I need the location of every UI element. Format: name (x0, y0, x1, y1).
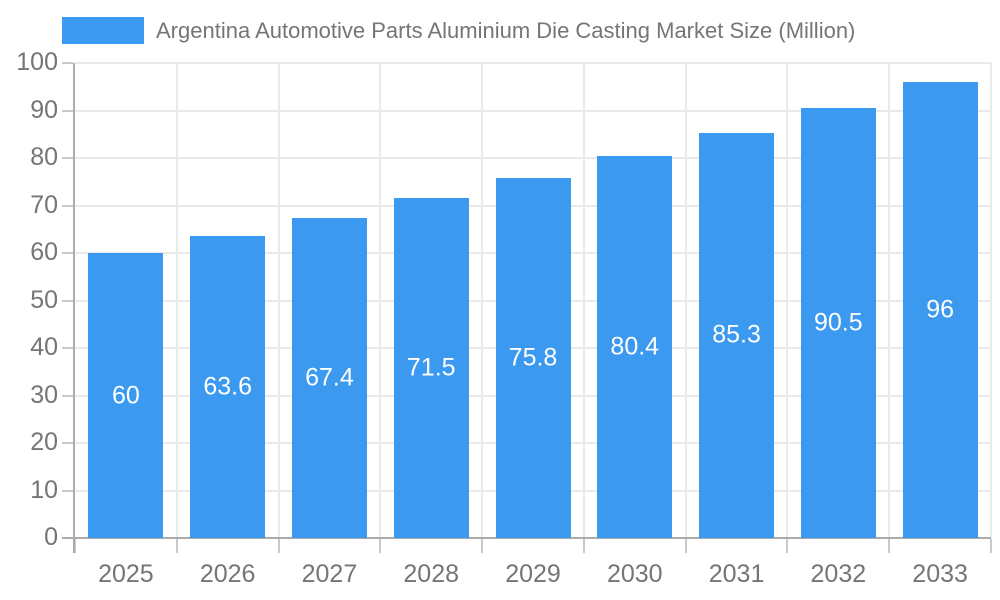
x-axis-tick (990, 539, 992, 553)
y-axis-tick (62, 204, 73, 207)
legend-swatch (62, 17, 144, 44)
chart-legend: Argentina Automotive Parts Aluminium Die… (62, 17, 855, 44)
bar-value-label: 85.3 (712, 320, 761, 349)
x-axis-tick (379, 539, 382, 553)
bar[interactable] (597, 156, 673, 538)
y-axis-label: 30 (30, 380, 58, 409)
v-gridline (786, 63, 789, 538)
y-axis-tick (62, 489, 73, 492)
y-axis-label: 0 (44, 522, 58, 551)
y-axis-tick (62, 252, 73, 254)
v-gridline (175, 63, 178, 538)
x-axis-tick (74, 539, 76, 553)
x-axis-label: 2031 (708, 560, 765, 588)
x-axis-line (62, 537, 991, 539)
v-gridline (379, 63, 382, 538)
h-gridline (75, 109, 991, 112)
x-axis-tick (582, 539, 585, 553)
bar-value-label: 75.8 (508, 343, 558, 372)
v-gridline (582, 63, 585, 538)
y-axis-tick (62, 347, 73, 349)
y-axis-label: 50 (30, 285, 58, 314)
y-axis-label: 100 (16, 47, 58, 76)
y-axis-label: 70 (30, 190, 58, 219)
y-axis-label: 80 (30, 142, 58, 171)
legend-label: Argentina Automotive Parts Aluminium Die… (156, 17, 856, 43)
x-axis-label: 2030 (606, 560, 663, 588)
bar-value-label: 63.6 (203, 372, 252, 401)
bar[interactable] (190, 235, 266, 538)
x-axis-label: 2027 (301, 560, 358, 588)
bar-value-label: 96 (926, 295, 955, 324)
bar[interactable] (699, 132, 775, 538)
y-axis-tick (62, 157, 73, 159)
y-axis-label: 60 (30, 237, 58, 266)
v-gridline (481, 63, 484, 538)
y-axis-line (73, 63, 75, 553)
legend-item[interactable]: Argentina Automotive Parts Aluminium Die… (62, 17, 855, 44)
bar-value-label: 67.4 (305, 363, 354, 392)
y-axis-tick (62, 109, 73, 112)
bar-value-label: 71.5 (406, 353, 456, 382)
bar[interactable] (88, 253, 164, 538)
y-axis-tick (62, 442, 73, 444)
bar[interactable] (800, 108, 876, 538)
x-axis-tick (888, 539, 891, 553)
x-axis-tick (684, 539, 687, 553)
bar[interactable] (291, 217, 367, 538)
bar-value-label: 90.5 (813, 308, 863, 337)
y-axis-label: 90 (30, 95, 58, 124)
v-gridline (888, 63, 891, 538)
y-axis-label: 40 (30, 332, 58, 361)
y-axis-label: 20 (30, 427, 58, 456)
bar[interactable] (902, 82, 978, 538)
v-gridline (684, 63, 687, 538)
x-axis-label: 2025 (98, 560, 154, 588)
bar-value-label: 80.4 (610, 332, 660, 361)
x-axis-label: 2029 (505, 560, 561, 588)
bar[interactable] (495, 177, 571, 538)
bar-value-label: 60 (111, 381, 140, 409)
bar[interactable] (393, 198, 469, 538)
x-axis-tick (481, 539, 484, 553)
v-gridline (990, 63, 992, 538)
x-axis-tick (175, 539, 178, 553)
x-axis-tick (277, 539, 280, 553)
y-axis-tick (62, 299, 73, 302)
x-axis-label: 2026 (199, 560, 256, 588)
y-axis-tick (62, 62, 73, 64)
x-axis-label: 2032 (810, 560, 867, 588)
x-axis-label: 2028 (403, 560, 460, 588)
x-axis-label: 2033 (912, 560, 968, 588)
y-axis-tick (62, 394, 73, 397)
h-gridline (75, 157, 991, 159)
v-gridline (277, 63, 280, 538)
x-axis-tick (786, 539, 789, 553)
h-gridline (75, 62, 991, 64)
y-axis-label: 10 (30, 475, 58, 504)
